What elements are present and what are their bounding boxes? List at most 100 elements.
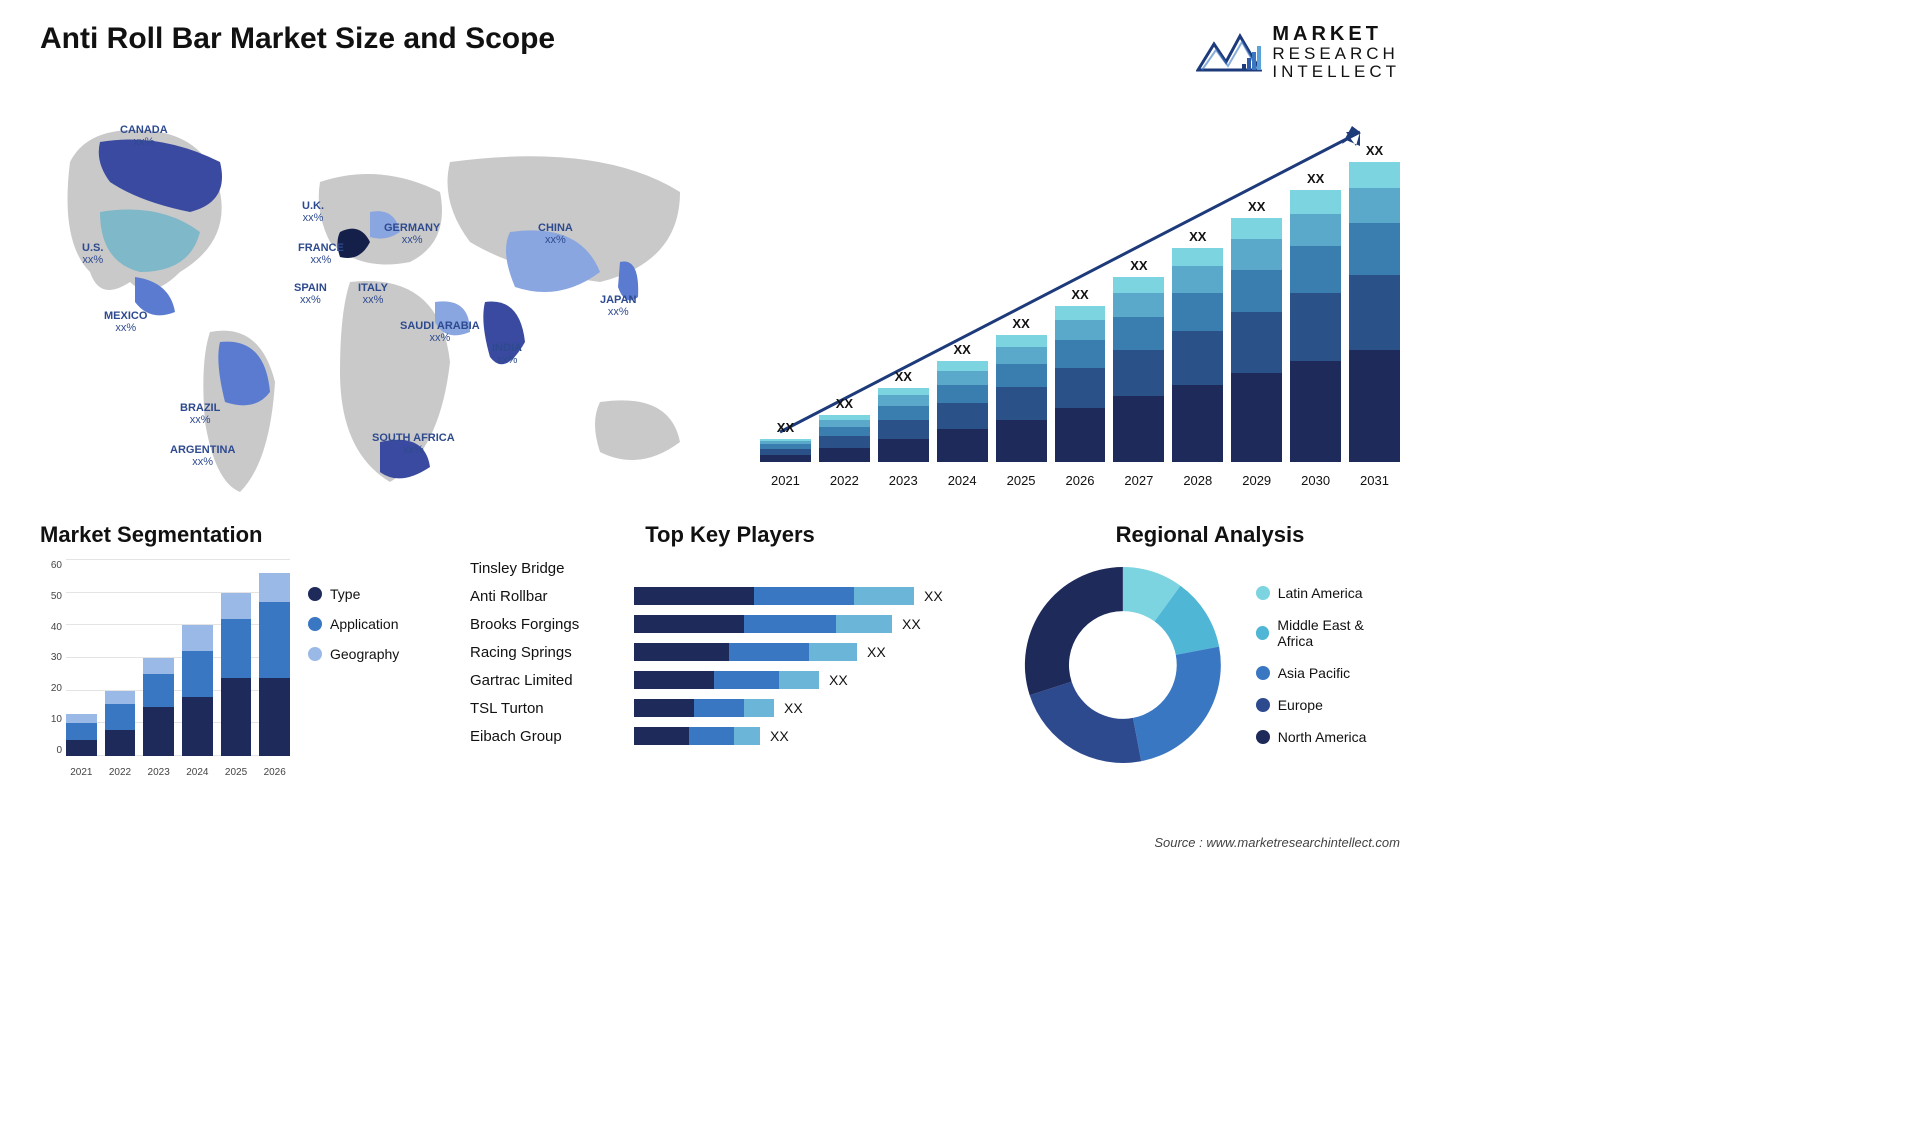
- player-name: TSL Turton: [470, 700, 620, 717]
- regional-legend: Latin AmericaMiddle East & AfricaAsia Pa…: [1256, 585, 1400, 745]
- player-bar-segment: [714, 671, 779, 689]
- forecast-year-label: 2028: [1172, 473, 1223, 488]
- forecast-year-label: 2031: [1349, 473, 1400, 488]
- forecast-bar: [1349, 162, 1400, 462]
- seg-ytick: 60: [40, 560, 62, 571]
- forecast-bar-segment: [819, 436, 870, 448]
- forecast-bar-segment: [1349, 162, 1400, 188]
- forecast-bar-segment: [1113, 277, 1164, 293]
- forecast-bar: [937, 361, 988, 462]
- regional-donut-chart: [1020, 560, 1226, 770]
- logo-text: MARKET RESEARCH INTELLECT: [1272, 24, 1400, 81]
- seg-xlabel: 2023: [143, 767, 174, 778]
- legend-item: Middle East & Africa: [1256, 617, 1400, 649]
- map-label: FRANCExx%: [298, 242, 344, 266]
- legend-item: Europe: [1256, 697, 1400, 713]
- forecast-bar: [1231, 218, 1282, 462]
- legend-swatch: [1256, 626, 1270, 640]
- seg-xlabel: 2022: [105, 767, 136, 778]
- forecast-year-label: 2024: [937, 473, 988, 488]
- map-label: ARGENTINAxx%: [170, 444, 235, 468]
- forecast-bar-segment: [937, 429, 988, 462]
- forecast-bars: XXXXXXXXXXXXXXXXXXXXXX: [760, 122, 1400, 462]
- main-row: CANADAxx%U.S.xx%MEXICOxx%BRAZILxx%ARGENT…: [0, 82, 1440, 502]
- seg-bar: [66, 714, 97, 756]
- forecast-xaxis: 2021202220232024202520262027202820292030…: [760, 473, 1400, 488]
- forecast-bar-segment: [878, 420, 929, 439]
- legend-swatch: [308, 617, 322, 631]
- forecast-bar-segment: [819, 427, 870, 436]
- forecast-bar-segment: [1231, 373, 1282, 462]
- seg-bar-segment: [105, 704, 136, 730]
- forecast-bar-segment: [1231, 218, 1282, 239]
- players-list: Tinsley BridgeAnti RollbarXXBrooks Forgi…: [470, 560, 990, 745]
- player-bar-segment: [694, 699, 744, 717]
- seg-ytick: 0: [40, 745, 62, 756]
- legend-label: Application: [330, 616, 399, 632]
- map-label: MEXICOxx%: [104, 310, 147, 334]
- seg-bar-segment: [105, 730, 136, 756]
- forecast-bar-segment: [1290, 293, 1341, 361]
- players-panel: Top Key Players Tinsley BridgeAnti Rollb…: [470, 522, 990, 780]
- player-value: XX: [784, 700, 803, 716]
- seg-ytick: 50: [40, 591, 62, 602]
- player-bar: [634, 727, 760, 745]
- player-name: Racing Springs: [470, 644, 620, 661]
- player-bar-segment: [809, 643, 857, 661]
- map-label: SAUDI ARABIAxx%: [400, 320, 480, 344]
- forecast-bar: [760, 439, 811, 462]
- seg-ytick: 40: [40, 622, 62, 633]
- forecast-bar-segment: [996, 387, 1047, 420]
- legend-label: North America: [1278, 729, 1367, 745]
- forecast-bar-segment: [878, 439, 929, 462]
- segmentation-legend: TypeApplicationGeography: [308, 560, 399, 780]
- forecast-year-label: 2029: [1231, 473, 1282, 488]
- player-row: Eibach GroupXX: [470, 727, 990, 745]
- map-label: JAPANxx%: [600, 294, 636, 318]
- forecast-column: XX: [937, 342, 988, 462]
- forecast-value-label: XX: [1189, 229, 1206, 244]
- forecast-bar-segment: [937, 371, 988, 385]
- forecast-column: XX: [1349, 143, 1400, 462]
- forecast-value-label: XX: [1071, 287, 1088, 302]
- forecast-bar-segment: [996, 420, 1047, 462]
- forecast-bar-segment: [878, 406, 929, 420]
- logo-line-2: RESEARCH: [1272, 45, 1400, 63]
- seg-bar-segment: [66, 714, 97, 724]
- forecast-column: XX: [819, 396, 870, 462]
- forecast-bar-segment: [1349, 223, 1400, 275]
- seg-ytick: 30: [40, 652, 62, 663]
- player-bar-wrap: XX: [634, 727, 990, 745]
- player-bar: [634, 615, 892, 633]
- regional-title: Regional Analysis: [1116, 522, 1305, 548]
- source-attribution: Source : www.marketresearchintellect.com: [1154, 835, 1400, 850]
- legend-item: North America: [1256, 729, 1400, 745]
- seg-bar-segment: [143, 674, 174, 707]
- seg-bar-segment: [221, 619, 252, 678]
- legend-item: Geography: [308, 646, 399, 662]
- page-title: Anti Roll Bar Market Size and Scope: [40, 22, 555, 56]
- player-bar-segment: [634, 699, 694, 717]
- seg-bar-segment: [182, 625, 213, 651]
- forecast-year-label: 2026: [1055, 473, 1106, 488]
- player-bar-segment: [634, 615, 744, 633]
- player-name: Tinsley Bridge: [470, 560, 620, 577]
- forecast-bar-segment: [1172, 266, 1223, 293]
- forecast-bar-segment: [937, 361, 988, 370]
- seg-bar-segment: [182, 651, 213, 697]
- player-bar-segment: [634, 643, 729, 661]
- player-value: XX: [829, 672, 848, 688]
- legend-swatch: [308, 647, 322, 661]
- legend-item: Application: [308, 616, 399, 632]
- forecast-bar-segment: [1349, 350, 1400, 463]
- forecast-chart-panel: XXXXXXXXXXXXXXXXXXXXXX 20212022202320242…: [760, 102, 1400, 502]
- segmentation-panel: Market Segmentation 0102030405060 202120…: [40, 522, 440, 780]
- forecast-bar-segment: [819, 448, 870, 462]
- player-value: XX: [867, 644, 886, 660]
- logo-line-3: INTELLECT: [1272, 63, 1400, 81]
- legend-label: Geography: [330, 646, 399, 662]
- player-bar-segment: [634, 587, 754, 605]
- forecast-value-label: XX: [1248, 199, 1265, 214]
- forecast-column: XX: [1231, 199, 1282, 462]
- forecast-bar-segment: [819, 420, 870, 427]
